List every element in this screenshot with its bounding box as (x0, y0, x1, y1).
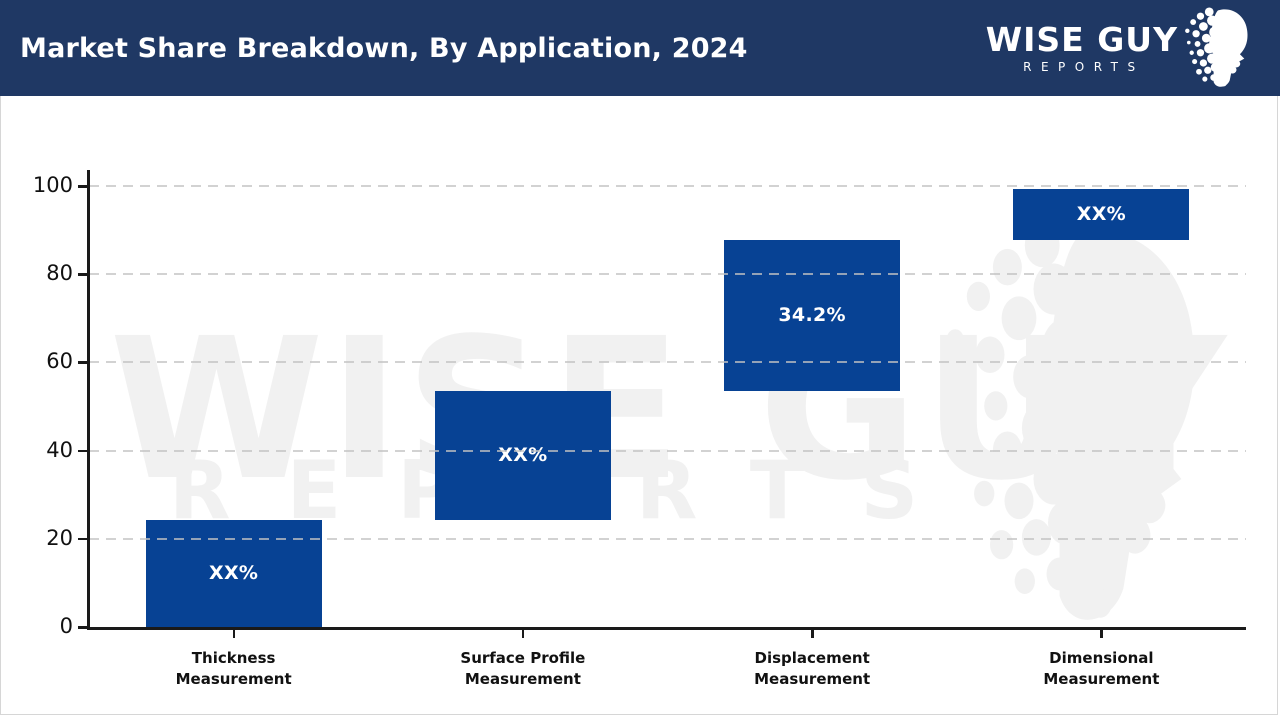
y-tick-0 (78, 626, 87, 629)
plot-area: 0 20 40 60 80 100 XX% Thickness Measurement XX% S… (33, 170, 1246, 688)
brand-logo: WISE GUY REPORTS (986, 6, 1262, 90)
x-category-text: Displacement Measurement (754, 649, 871, 688)
y-tick-label-100: 100 (32, 173, 73, 197)
gridline-60 (89, 361, 1246, 364)
y-tick-label-20: 20 (46, 525, 73, 550)
y-tick-60 (78, 361, 87, 364)
brand-name: WISE GUY (985, 19, 1178, 59)
x-category-label: Dimensional Measurement (1001, 648, 1201, 690)
y-tick-40 (78, 449, 87, 453)
bar-value-label: XX% (209, 562, 259, 585)
x-category-label: Surface Profile Measurement (423, 648, 623, 690)
bar-value-label: XX% (498, 444, 548, 467)
x-category-text: Thickness Measurement (175, 649, 292, 688)
header-bar: Market Share Breakdown, By Application, … (0, 0, 1280, 96)
y-tick-label-80: 80 (46, 261, 73, 286)
bar-value-label: XX% (1076, 203, 1126, 226)
brand-subname: REPORTS (1023, 59, 1145, 74)
bar-segment: XX% (434, 390, 611, 520)
gridline-80 (89, 273, 1246, 276)
y-tick-label-60: 60 (46, 349, 73, 374)
y-tick-label-0: 0 (59, 614, 73, 638)
x-category-label: Displacement Measurement (712, 648, 912, 690)
chart-canvas: WISE GUY REPORTS 020406080100XX%Thicknes… (0, 96, 1278, 715)
bar-segment: XX% (145, 519, 322, 627)
x-category-text: Dimensional Measurement (1043, 649, 1160, 688)
y-axis-line (87, 170, 90, 629)
x-category-text: Surface Profile Measurement (460, 649, 586, 688)
bar-segment: XX% (1013, 188, 1190, 240)
bar-value-label: 34.2% (778, 304, 846, 327)
y-tick-20 (78, 537, 87, 541)
brand-text: WISE GUY REPORTS (986, 23, 1178, 74)
gridline-20 (89, 537, 1246, 540)
x-tick (811, 629, 814, 638)
x-tick (232, 629, 236, 638)
x-tick (521, 629, 525, 638)
page-title: Market Share Breakdown, By Application, … (20, 32, 748, 64)
brand-head-icon (1185, 7, 1248, 87)
y-tick-100 (78, 185, 87, 188)
y-tick-80 (78, 273, 87, 276)
x-tick (1100, 629, 1103, 638)
gridline-100 (89, 185, 1246, 187)
x-axis-line (87, 627, 1246, 630)
y-tick-label-40: 40 (46, 437, 73, 462)
bar-segment: 34.2% (724, 239, 901, 391)
x-category-label: Thickness Measurement (134, 648, 334, 690)
gridline-40 (89, 449, 1246, 452)
